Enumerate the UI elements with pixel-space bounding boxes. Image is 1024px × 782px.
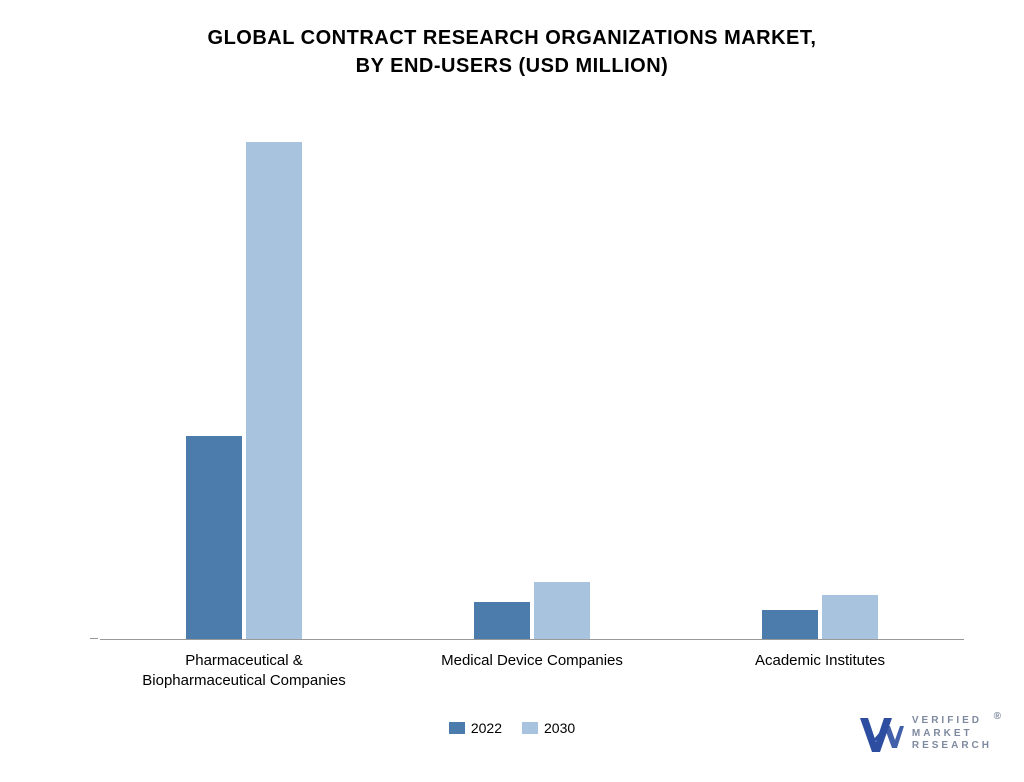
bar xyxy=(534,582,590,639)
category-group: Pharmaceutical & Biopharmaceutical Compa… xyxy=(100,142,388,639)
legend-label: 2022 xyxy=(471,720,502,736)
wm-reg: ® xyxy=(994,711,1004,724)
bar xyxy=(246,142,302,639)
watermark: VERIFIED MARKET RESEARCH ® xyxy=(856,712,992,756)
bar xyxy=(186,436,242,639)
watermark-text: VERIFIED MARKET RESEARCH ® xyxy=(912,715,992,753)
category-group: Academic Institutes xyxy=(676,595,964,639)
wm-line2: MARKET xyxy=(912,728,973,739)
chart-title: GLOBAL CONTRACT RESEARCH ORGANIZATIONS M… xyxy=(40,24,984,80)
legend-swatch xyxy=(522,722,538,734)
x-axis-label: Medical Device Companies xyxy=(422,651,642,671)
plot-area: Pharmaceutical & Biopharmaceutical Compa… xyxy=(100,120,964,640)
bar xyxy=(822,595,878,639)
legend-item: 2022 xyxy=(449,720,502,736)
legend-label: 2030 xyxy=(544,720,575,736)
chart-container: GLOBAL CONTRACT RESEARCH ORGANIZATIONS M… xyxy=(0,0,1024,782)
category-group: Medical Device Companies xyxy=(388,582,676,639)
legend: 2022 2030 xyxy=(40,720,984,736)
bar xyxy=(762,610,818,639)
x-axis-label: Academic Institutes xyxy=(710,651,930,671)
watermark-logo xyxy=(856,712,904,756)
x-axis-label: Pharmaceutical & Biopharmaceutical Compa… xyxy=(134,651,354,692)
wm-line3: RESEARCH xyxy=(912,740,992,751)
legend-swatch xyxy=(449,722,465,734)
title-line-2: BY END-USERS (USD MILLION) xyxy=(356,55,669,77)
bar xyxy=(474,602,530,639)
y-tick xyxy=(90,638,98,639)
wm-line1: VERIFIED xyxy=(912,715,982,726)
legend-item: 2030 xyxy=(522,720,575,736)
title-line-1: GLOBAL CONTRACT RESEARCH ORGANIZATIONS M… xyxy=(208,27,817,49)
